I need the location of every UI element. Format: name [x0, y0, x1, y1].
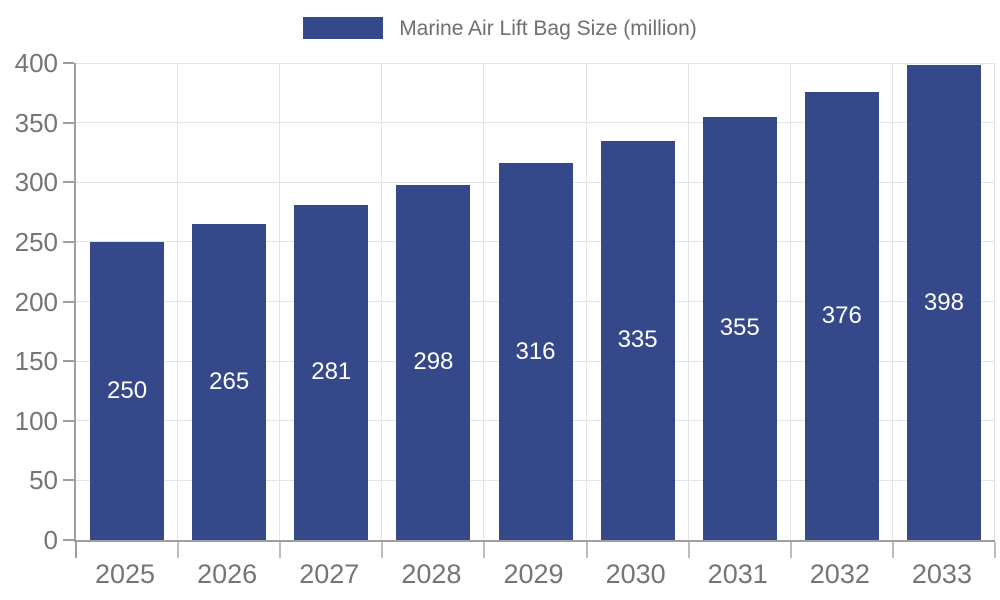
y-axis-tick-label: 200	[14, 286, 58, 317]
x-axis-tick-label: 2031	[707, 559, 768, 589]
gridline-vertical	[891, 63, 893, 540]
gridline-vertical	[483, 63, 485, 540]
bar: 335	[600, 140, 675, 540]
x-axis-tick	[381, 542, 384, 558]
y-axis-tick-label: 0	[43, 525, 58, 555]
bar: 265	[192, 223, 267, 540]
x-axis-tick	[891, 542, 894, 558]
x-axis-tick	[177, 542, 180, 558]
y-axis-tick	[63, 240, 74, 243]
bar: 355	[702, 116, 777, 540]
gridline-vertical	[177, 63, 179, 540]
bar: 250	[90, 241, 165, 540]
gridline-horizontal	[76, 122, 995, 124]
y-axis-tick	[63, 360, 74, 363]
bar: 298	[396, 184, 471, 540]
plot-area: 250 265 281 298 316 335 355 376 398	[63, 62, 996, 558]
gridline-vertical	[585, 63, 587, 540]
y-axis-tick-label: 350	[14, 107, 58, 138]
y-axis-tick	[63, 181, 74, 184]
bar-value-label: 398	[923, 288, 964, 316]
x-axis-tick	[75, 542, 77, 558]
bar-value-label: 376	[821, 301, 862, 329]
x-axis-tick	[279, 542, 282, 558]
bar-value-label: 281	[311, 358, 352, 386]
x-axis-tick	[687, 542, 690, 558]
x-axis-tick-label: 2032	[809, 559, 870, 589]
x-axis-tick-label: 2028	[401, 559, 462, 589]
y-axis-tick-label: 150	[14, 346, 58, 377]
y-axis-tick-label: 50	[29, 465, 58, 496]
bar: 316	[498, 163, 573, 540]
gridline-vertical	[279, 63, 281, 540]
gridline-vertical	[381, 63, 383, 540]
y-axis-tick	[63, 539, 74, 541]
x-axis-tick-label: 2030	[605, 559, 666, 589]
gridline-vertical	[687, 63, 689, 540]
y-axis-tick-label: 300	[14, 167, 58, 198]
gridline-horizontal	[76, 62, 995, 64]
bar: 398	[906, 65, 981, 540]
legend-swatch-icon	[303, 17, 384, 39]
y-axis-tick	[63, 300, 74, 303]
bar: 281	[294, 204, 369, 540]
y-axis-tick-label: 250	[14, 226, 58, 257]
x-axis-tick-label: 2025	[95, 559, 156, 589]
x-axis-tick	[994, 542, 996, 558]
x-axis-tick-label: 2026	[197, 559, 258, 589]
y-axis-tick	[63, 479, 74, 482]
bar-value-label: 355	[719, 314, 760, 342]
legend-label: Marine Air Lift Bag Size (million)	[399, 16, 697, 40]
bar-value-label: 265	[209, 367, 250, 395]
bar-value-label: 316	[515, 337, 556, 365]
x-axis-tick	[483, 542, 486, 558]
x-axis-tick-label: 2029	[503, 559, 564, 589]
y-axis-tick	[63, 121, 74, 124]
legend[interactable]: Marine Air Lift Bag Size (million)	[0, 17, 1000, 39]
bar-value-label: 250	[107, 376, 148, 404]
gridline-vertical	[789, 63, 791, 540]
y-axis-tick	[63, 62, 74, 64]
bar-value-label: 335	[617, 326, 658, 354]
x-axis-tick	[585, 542, 588, 558]
x-axis-tick-label: 2027	[299, 559, 360, 589]
bar: 376	[804, 91, 879, 540]
x-axis-tick	[789, 542, 792, 558]
y-axis-tick-label: 100	[14, 405, 58, 436]
y-axis-tick	[63, 419, 74, 422]
y-axis-tick-label: 400	[14, 48, 58, 78]
x-axis-tick-label: 2033	[911, 559, 972, 589]
bar-value-label: 298	[413, 348, 454, 376]
gridline-vertical	[994, 63, 995, 540]
